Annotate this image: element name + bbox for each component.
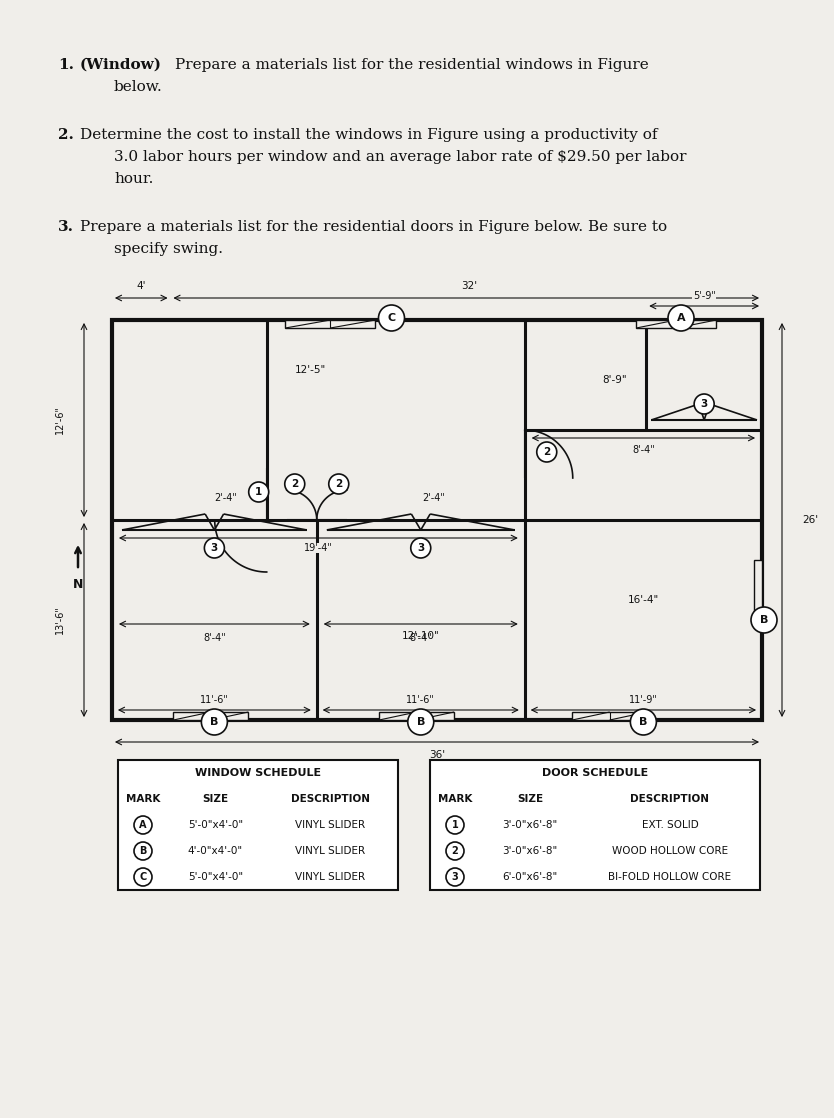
Text: 3.0 labor hours per window and an average labor rate of $29.50 per labor: 3.0 labor hours per window and an averag… xyxy=(114,150,686,164)
Text: 11'-9": 11'-9" xyxy=(629,695,658,705)
Circle shape xyxy=(446,842,464,860)
Text: 3: 3 xyxy=(417,543,425,553)
Text: A: A xyxy=(676,313,686,323)
Circle shape xyxy=(408,709,434,735)
Text: 1: 1 xyxy=(255,487,263,498)
Text: 1.: 1. xyxy=(58,58,74,72)
Text: 26': 26' xyxy=(802,515,818,525)
Bar xyxy=(379,712,455,720)
Circle shape xyxy=(446,868,464,885)
Text: A: A xyxy=(139,819,147,830)
Text: 8'-4": 8'-4" xyxy=(203,633,226,643)
Circle shape xyxy=(134,816,152,834)
Text: C: C xyxy=(388,313,395,323)
Text: BI-FOLD HOLLOW CORE: BI-FOLD HOLLOW CORE xyxy=(609,872,731,882)
Circle shape xyxy=(134,842,152,860)
Text: 8'-9": 8'-9" xyxy=(603,375,627,385)
Text: specify swing.: specify swing. xyxy=(114,241,223,256)
Text: 8'-4": 8'-4" xyxy=(409,633,432,643)
Text: EXT. SOLID: EXT. SOLID xyxy=(641,819,698,830)
Circle shape xyxy=(249,482,269,502)
Text: 2.: 2. xyxy=(58,127,74,142)
Text: DESCRIPTION: DESCRIPTION xyxy=(291,794,370,804)
Circle shape xyxy=(329,474,349,494)
Circle shape xyxy=(694,394,714,414)
Circle shape xyxy=(668,305,694,331)
Bar xyxy=(118,760,398,890)
Text: C: C xyxy=(139,872,147,882)
Text: 32': 32' xyxy=(461,281,478,291)
Text: MARK: MARK xyxy=(438,794,472,804)
Circle shape xyxy=(751,607,777,633)
Text: 6'-0"x6'-8": 6'-0"x6'-8" xyxy=(502,872,558,882)
Text: DOOR SCHEDULE: DOOR SCHEDULE xyxy=(542,768,648,778)
Circle shape xyxy=(201,709,228,735)
Text: 2: 2 xyxy=(335,479,343,489)
Text: SIZE: SIZE xyxy=(517,794,543,804)
Text: N: N xyxy=(73,578,83,591)
Text: 36': 36' xyxy=(429,750,445,760)
Text: Prepare a materials list for the residential doors in Figure below. Be sure to: Prepare a materials list for the residen… xyxy=(80,220,667,234)
Text: 5'-0"x4'-0": 5'-0"x4'-0" xyxy=(188,819,243,830)
Bar xyxy=(572,712,647,720)
Text: WOOD HOLLOW CORE: WOOD HOLLOW CORE xyxy=(612,846,728,856)
Text: B: B xyxy=(416,717,425,727)
Text: 12'-10": 12'-10" xyxy=(402,631,440,641)
Circle shape xyxy=(134,868,152,885)
Text: 2'-4": 2'-4" xyxy=(214,493,237,503)
Text: 3'-0"x6'-8": 3'-0"x6'-8" xyxy=(502,819,558,830)
Text: B: B xyxy=(760,615,768,625)
Text: 4': 4' xyxy=(137,281,146,291)
Text: 2: 2 xyxy=(452,846,459,856)
Circle shape xyxy=(284,474,304,494)
Text: 5'-9": 5'-9" xyxy=(693,291,716,301)
Text: B: B xyxy=(210,717,219,727)
Text: 4'-0"x4'-0": 4'-0"x4'-0" xyxy=(188,846,243,856)
Text: 3: 3 xyxy=(701,399,708,409)
Circle shape xyxy=(537,442,557,462)
Circle shape xyxy=(379,305,404,331)
Text: 3: 3 xyxy=(211,543,218,553)
Text: hour.: hour. xyxy=(114,172,153,186)
Bar xyxy=(112,320,762,720)
Bar xyxy=(636,320,716,328)
Bar xyxy=(430,760,760,890)
Text: 12'-6": 12'-6" xyxy=(55,406,65,435)
Text: VINYL SLIDER: VINYL SLIDER xyxy=(295,819,365,830)
Text: 16'-4": 16'-4" xyxy=(628,595,659,605)
Text: 2: 2 xyxy=(543,447,550,457)
Circle shape xyxy=(411,538,430,558)
Text: Prepare a materials list for the residential windows in Figure: Prepare a materials list for the residen… xyxy=(175,58,649,72)
Circle shape xyxy=(631,709,656,735)
Text: Determine the cost to install the windows in Figure using a productivity of: Determine the cost to install the window… xyxy=(80,127,657,142)
Text: 12'-5": 12'-5" xyxy=(294,364,326,375)
Text: DESCRIPTION: DESCRIPTION xyxy=(631,794,710,804)
Text: SIZE: SIZE xyxy=(203,794,229,804)
Text: 5'-0"x4'-0": 5'-0"x4'-0" xyxy=(188,872,243,882)
Text: 2: 2 xyxy=(291,479,299,489)
Text: (Window): (Window) xyxy=(80,58,162,72)
Bar xyxy=(285,320,375,328)
Bar xyxy=(754,560,762,620)
Circle shape xyxy=(446,816,464,834)
Text: WINDOW SCHEDULE: WINDOW SCHEDULE xyxy=(195,768,321,778)
Text: 13'-6": 13'-6" xyxy=(55,606,65,634)
Text: VINYL SLIDER: VINYL SLIDER xyxy=(295,872,365,882)
Text: 3: 3 xyxy=(452,872,459,882)
Bar xyxy=(173,712,249,720)
Text: MARK: MARK xyxy=(126,794,160,804)
Text: 1: 1 xyxy=(452,819,459,830)
Text: B: B xyxy=(639,717,647,727)
Text: 3.: 3. xyxy=(58,220,74,234)
Text: B: B xyxy=(139,846,147,856)
Text: 11'-6": 11'-6" xyxy=(200,695,229,705)
Circle shape xyxy=(204,538,224,558)
Text: 2'-4": 2'-4" xyxy=(422,493,445,503)
Text: VINYL SLIDER: VINYL SLIDER xyxy=(295,846,365,856)
Text: 11'-6": 11'-6" xyxy=(406,695,435,705)
Text: 19'-4": 19'-4" xyxy=(304,543,333,553)
Text: 3'-0"x6'-8": 3'-0"x6'-8" xyxy=(502,846,558,856)
Text: below.: below. xyxy=(114,80,163,94)
Text: 8'-4": 8'-4" xyxy=(632,445,655,455)
